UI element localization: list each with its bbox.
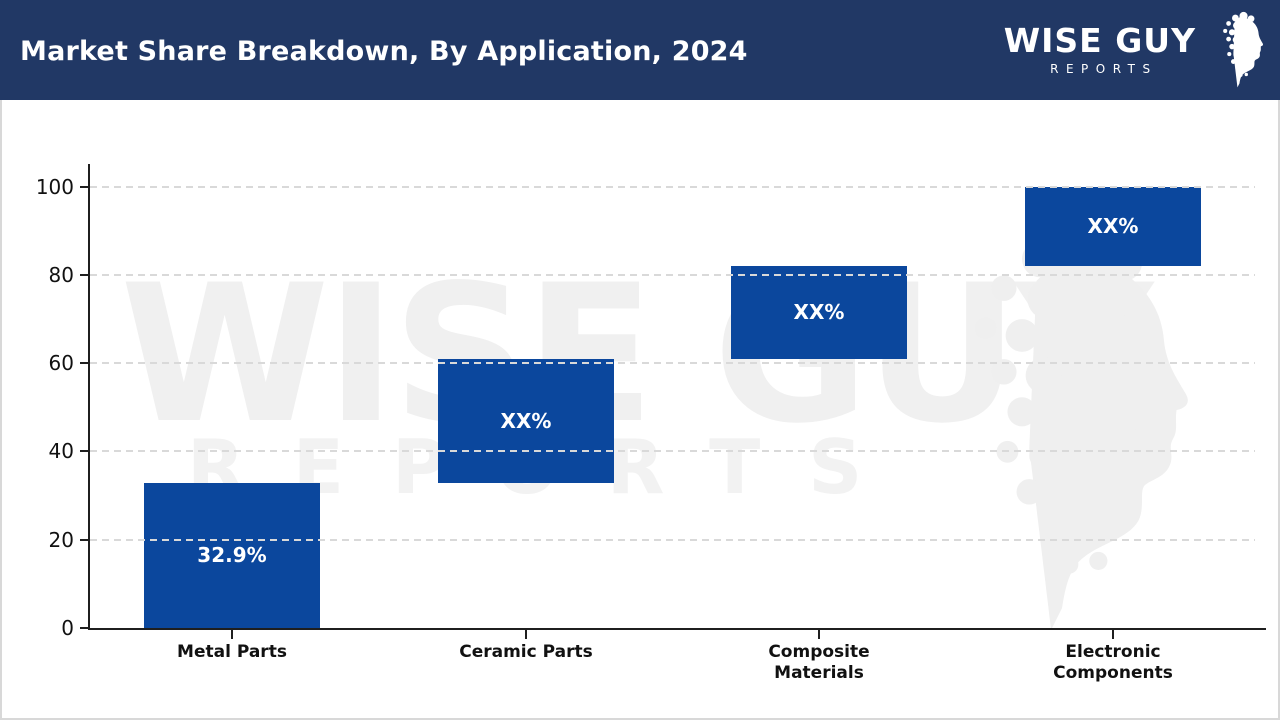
y-tick-20 — [80, 538, 89, 541]
watermark-wordmark: WISE GUY — [120, 244, 1153, 465]
gridline-100 — [90, 185, 1255, 188]
brand-logo-text: WISE GUY REPORTS — [1004, 24, 1196, 76]
y-tick-label-40: 40 — [48, 439, 74, 464]
y-tick-100 — [80, 185, 89, 188]
y-tick-40 — [80, 450, 89, 453]
x-tick-2 — [525, 630, 527, 639]
x-category-label: Metal Parts — [177, 642, 287, 662]
x-category-label: Composite Materials — [768, 642, 870, 684]
gridline-20 — [90, 538, 1255, 541]
y-tick-label-100: 100 — [35, 174, 74, 199]
x-tick-3 — [818, 630, 820, 639]
bar-electronic-components: XX% — [1025, 186, 1201, 267]
x-category-label: Electronic Components — [1053, 642, 1173, 684]
brand-subtitle: REPORTS — [1050, 61, 1158, 76]
chart-title: Market Share Breakdown, By Application, … — [20, 36, 748, 67]
bar-composite-materials: XX% — [731, 266, 907, 359]
x-category-label: Ceramic Parts — [459, 642, 593, 662]
gridline-80 — [90, 273, 1255, 276]
bar-metal-parts: 32.9% — [144, 482, 320, 628]
header-bar: Market Share Breakdown, By Application, … — [0, 0, 1280, 100]
x-tick-1 — [231, 630, 233, 639]
brand-name: WISE GUY — [1003, 21, 1196, 61]
gridline-60 — [90, 362, 1255, 365]
x-tick-4 — [1112, 630, 1114, 639]
y-tick-80 — [80, 273, 89, 276]
brand-logo: WISE GUY REPORTS — [1004, 6, 1266, 94]
bar-value-label: XX% — [793, 300, 845, 325]
x-axis-line — [88, 628, 1266, 630]
y-tick-0 — [80, 627, 89, 629]
y-tick-60 — [80, 362, 89, 365]
brand-face-icon — [1223, 11, 1264, 88]
y-tick-label-20: 20 — [48, 527, 74, 552]
bar-ceramic-parts: XX% — [438, 358, 614, 483]
gridline-40 — [90, 450, 1255, 453]
bar-value-label: XX% — [500, 408, 552, 433]
bar-value-label: XX% — [1087, 214, 1139, 239]
plot-area: 32.9% XX% XX% XX% 0 20 40 60 80 100 Metal Parts Cer… — [2, 100, 1280, 720]
y-axis-line — [88, 164, 90, 630]
y-tick-label-60: 60 — [48, 351, 74, 376]
bar-value-label: 32.9% — [197, 543, 267, 568]
y-tick-label-80: 80 — [48, 262, 74, 287]
y-tick-label-0: 0 — [61, 616, 74, 640]
